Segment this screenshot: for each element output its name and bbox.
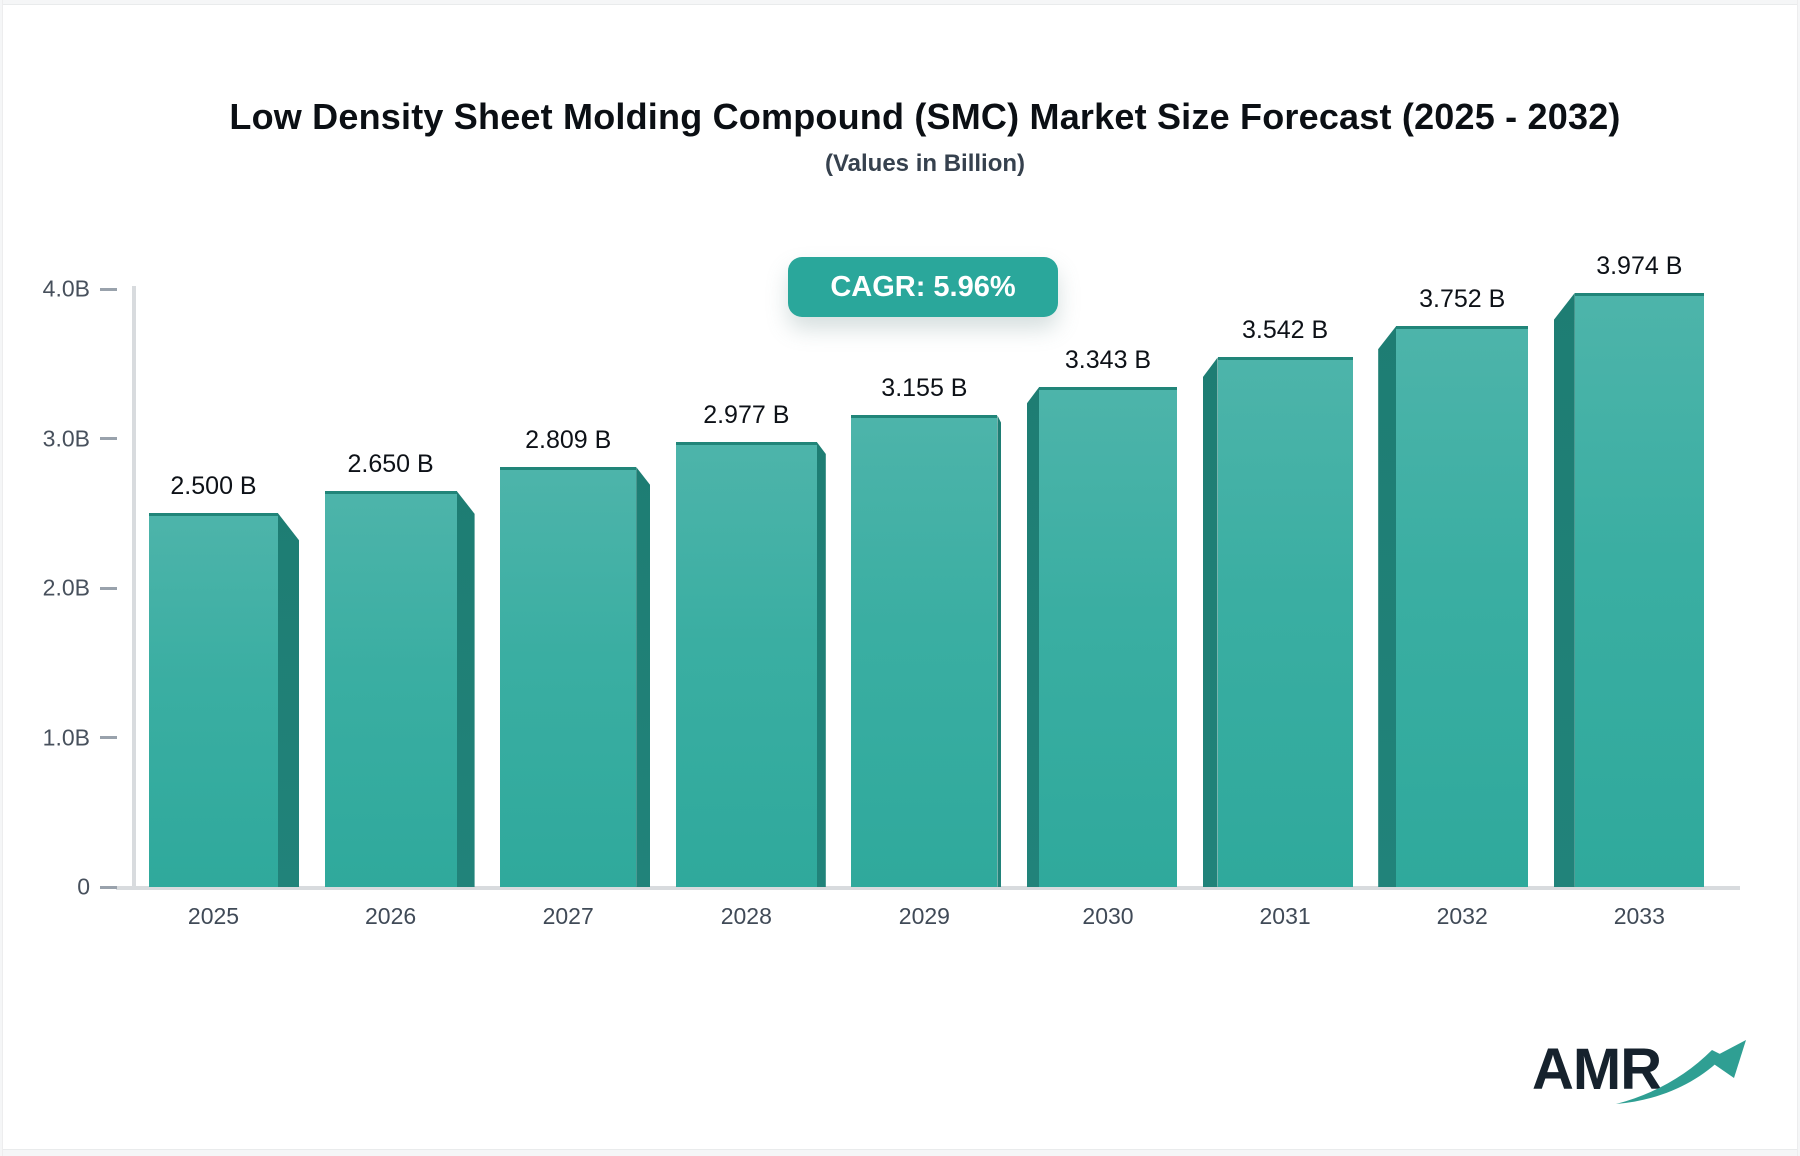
bar-value-label: 2.977 B [703, 400, 790, 429]
bar-side-face [816, 441, 826, 887]
y-tick-mark [100, 736, 117, 739]
y-axis-tick-label: 0 [77, 873, 90, 900]
bar-side-face [636, 467, 651, 887]
bar-value-label: 3.542 B [1242, 316, 1329, 345]
bar-2031 [1217, 357, 1353, 887]
bar-side-face [1202, 357, 1218, 887]
x-axis-tick-label: 2027 [542, 903, 594, 929]
x-axis-tick-label: 2029 [898, 903, 950, 929]
x-axis-tick-label: 2026 [365, 903, 417, 929]
x-axis-tick-label: 2032 [1436, 903, 1488, 929]
chart-title: Low Density Sheet Molding Compound (SMC)… [229, 96, 1621, 137]
y-axis-tick-label: 2.0B [42, 574, 90, 601]
bar-value-label: 2.500 B [170, 472, 257, 501]
y-axis-tick-label: 4.0B [42, 275, 90, 302]
y-tick-mark [100, 586, 117, 590]
bar-2025 [149, 513, 278, 887]
bar-value-label: 3.343 B [1064, 346, 1152, 375]
y-axis-tick-label: 3.0B [42, 425, 90, 451]
page-edge-top [0, 0, 1800, 5]
page-edge-right [1797, 0, 1800, 1156]
bar-side-face [456, 490, 475, 887]
growth-arrow-icon [1616, 1040, 1746, 1104]
brand-text: AMR [1532, 1037, 1662, 1102]
y-axis-tick-label: 1.0B [42, 724, 90, 750]
bar-value-label: 3.752 B [1419, 285, 1506, 314]
x-axis-tick-label: 2028 [720, 903, 772, 929]
bar-side-face [1027, 387, 1039, 887]
bar-side-face [278, 513, 299, 887]
x-axis-tick-label: 2030 [1082, 903, 1134, 929]
page-edge-left [0, 0, 3, 1156]
bar-value-label: 3.155 B [881, 374, 968, 403]
cagr-badge: CAGR: 5.96% [788, 257, 1058, 317]
bar-side-face [1553, 292, 1575, 887]
brand-logo: AMR [1532, 1036, 1772, 1120]
bar-value-label: 2.809 B [525, 426, 612, 455]
y-tick-mark [100, 437, 117, 440]
bar-2028 [675, 441, 817, 887]
bar-2029 [851, 415, 998, 887]
x-axis-line [116, 886, 1740, 890]
bar-2032 [1396, 326, 1529, 887]
chart-subtitle: (Values in Billion) [824, 150, 1026, 177]
bar-2027 [500, 467, 637, 887]
bar-side-face [997, 415, 1002, 887]
bar-side-face [1378, 326, 1397, 887]
bar-2030 [1039, 387, 1177, 887]
bar-2033 [1574, 292, 1704, 887]
y-tick-mark [100, 885, 117, 889]
page-edge-bottom [0, 1149, 1800, 1156]
y-tick-mark [100, 287, 117, 291]
bar-value-label: 2.650 B [347, 449, 434, 478]
x-axis-tick-label: 2033 [1613, 903, 1665, 929]
bar-2026 [324, 490, 457, 887]
x-axis-tick-label: 2031 [1259, 903, 1311, 929]
bar-value-label: 3.974 B [1596, 251, 1683, 280]
x-axis-tick-label: 2025 [187, 903, 240, 929]
y-axis-line [132, 286, 136, 890]
